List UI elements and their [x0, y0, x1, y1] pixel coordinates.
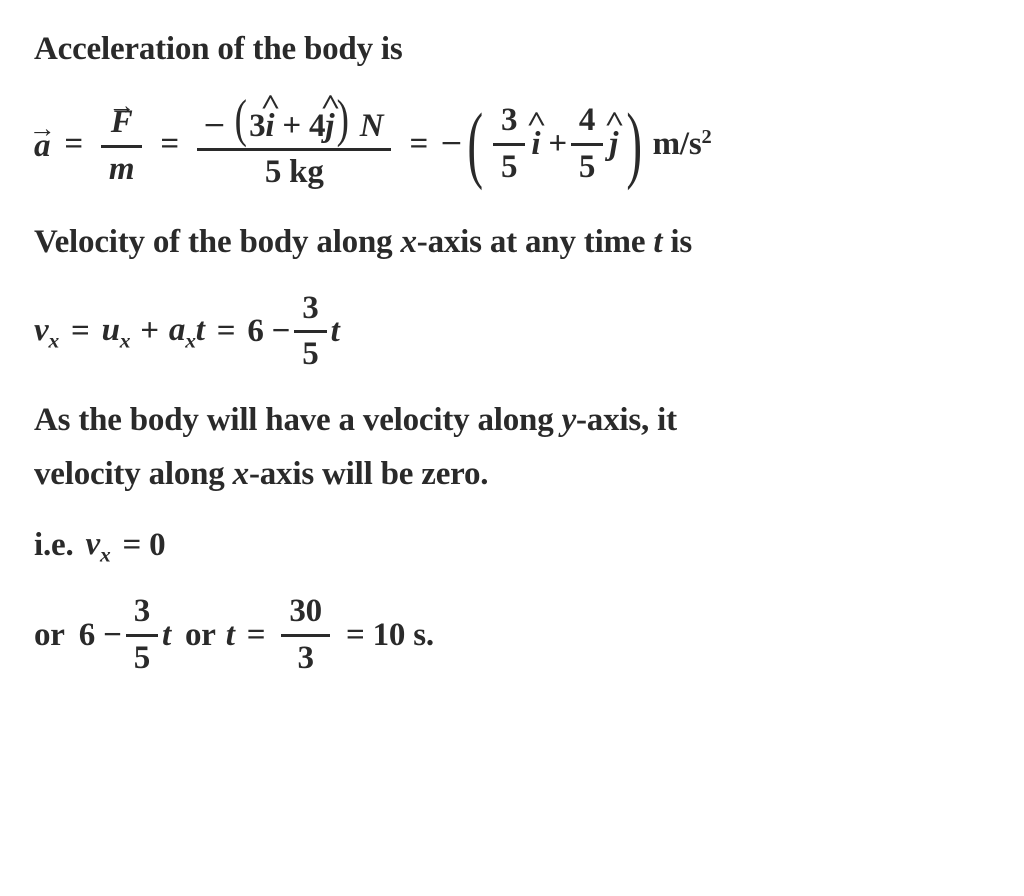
- den-5c: 5: [294, 335, 326, 375]
- denominator-mass: 5 kg: [257, 153, 332, 193]
- unit-mps: m/s: [653, 126, 702, 162]
- num-3b: 3: [294, 289, 326, 329]
- equals: =: [71, 308, 90, 356]
- var-t: t: [653, 224, 662, 260]
- symbol-vx-2: vx: [86, 521, 111, 571]
- equals-4: =: [247, 612, 266, 660]
- big-paren-right-icon: ): [627, 110, 643, 179]
- para-velocity-x: Velocity of the body along x-axis at any…: [34, 219, 990, 267]
- equals-3: =: [409, 121, 428, 169]
- text-vel-c: is: [662, 224, 692, 260]
- equals-zero: = 0: [123, 522, 166, 570]
- symbol-ax-t: axt: [169, 307, 205, 357]
- symbol-t-4: t: [226, 612, 235, 660]
- equals-2b: =: [217, 308, 236, 356]
- text-vel-a: Velocity of the body along: [34, 224, 400, 260]
- symbol-t: t: [196, 312, 205, 348]
- unit-mps2: m/s2: [653, 121, 712, 169]
- answer-10s: = 10 s.: [346, 612, 434, 660]
- fraction-force-over-mass: − (3i + 4j) N 5 kg: [197, 96, 391, 193]
- var-x-2: x: [233, 456, 249, 492]
- label-or-2: or: [185, 612, 216, 660]
- value-6-minus: 6 −: [247, 308, 290, 356]
- sub-x: x: [48, 329, 59, 353]
- var-y: y: [562, 402, 576, 438]
- vector-arrow-icon: →: [108, 89, 135, 121]
- fraction-3-5: 3 5: [493, 101, 525, 187]
- sub-x-3: x: [185, 329, 196, 353]
- fraction-F-over-m: → F m: [101, 99, 142, 189]
- text-vel-b: -axis at any time: [417, 224, 654, 260]
- paren-left-icon: (: [234, 96, 246, 144]
- fraction-3-5c: 3 5: [126, 592, 158, 678]
- fraction-30-3: 30 3: [281, 592, 330, 678]
- sub-x-4: x: [100, 542, 111, 566]
- text-3b: -axis, it: [576, 402, 677, 438]
- value-6-minus-2: 6 −: [79, 612, 122, 660]
- equation-solve-t: or 6 − 3 5 t or t = 30 3 = 10 s.: [34, 592, 990, 678]
- plus-sign: +: [548, 121, 567, 169]
- den-5d: 5: [126, 639, 158, 679]
- den-5b: 5: [571, 148, 603, 188]
- num-4: 4: [571, 101, 603, 141]
- physics-solution-page: Acceleration of the body is → a = → F m …: [0, 0, 1024, 679]
- para-x-zero: velocity along x-axis will be zero.: [34, 451, 990, 499]
- symbol-t-2: t: [331, 308, 340, 356]
- para-will-have-vel: As the body will have a velocity along y…: [34, 397, 990, 445]
- text-3a: As the body will have a velocity along: [34, 402, 562, 438]
- fraction-4-5: 4 5: [571, 101, 603, 187]
- minus-sign: −: [204, 107, 225, 147]
- vector-arrow-icon: →: [29, 109, 56, 148]
- j-hat: j: [325, 107, 334, 147]
- vector-a: → a: [34, 119, 50, 171]
- fraction-3-5b: 3 5: [294, 289, 326, 375]
- plus: +: [140, 308, 159, 356]
- j-hat-2: j: [609, 121, 618, 169]
- num-3: 3: [493, 101, 525, 141]
- numerator-force: − (3i + 4j) N: [197, 96, 391, 147]
- num-3c: 3: [126, 592, 158, 632]
- symbol-vx: vx: [34, 307, 59, 357]
- equation-vx-zero: i.e. vx = 0: [34, 521, 990, 571]
- den-3: 3: [289, 639, 321, 679]
- big-paren-left-icon: (: [467, 110, 483, 179]
- plus-4: + 4: [282, 108, 325, 144]
- para-acceleration: Acceleration of the body is: [34, 26, 990, 74]
- text-3c: velocity along: [34, 456, 233, 492]
- sub-x-2: x: [120, 329, 131, 353]
- equation-vx: vx = ux + axt = 6 − 3 5 t: [34, 289, 990, 375]
- i-hat: i: [265, 107, 274, 147]
- vector-F: → F: [111, 99, 133, 143]
- symbol-m: m: [101, 150, 142, 190]
- equation-acceleration: → a = → F m = − (3i + 4j) N: [34, 96, 990, 193]
- symbol-v: v: [34, 312, 48, 348]
- symbol-a2: a: [169, 312, 185, 348]
- unit-exp: 2: [701, 125, 711, 147]
- den-5: 5: [493, 148, 525, 188]
- equals-2: =: [160, 121, 179, 169]
- paren-right-icon: ): [337, 96, 349, 144]
- unit-newton: N: [360, 108, 384, 144]
- text-3d: -axis will be zero.: [249, 456, 488, 492]
- symbol-ux: ux: [102, 307, 131, 357]
- i-hat-2: i: [531, 121, 540, 169]
- symbol-t-3: t: [162, 612, 171, 660]
- label-ie: i.e.: [34, 522, 74, 570]
- symbol-u: u: [102, 312, 120, 348]
- num-30: 30: [281, 592, 330, 632]
- var-x: x: [400, 224, 416, 260]
- equals-1: =: [64, 121, 83, 169]
- minus-sign-2: −: [441, 121, 462, 169]
- symbol-v-2: v: [86, 526, 100, 562]
- label-or-1: or: [34, 612, 65, 660]
